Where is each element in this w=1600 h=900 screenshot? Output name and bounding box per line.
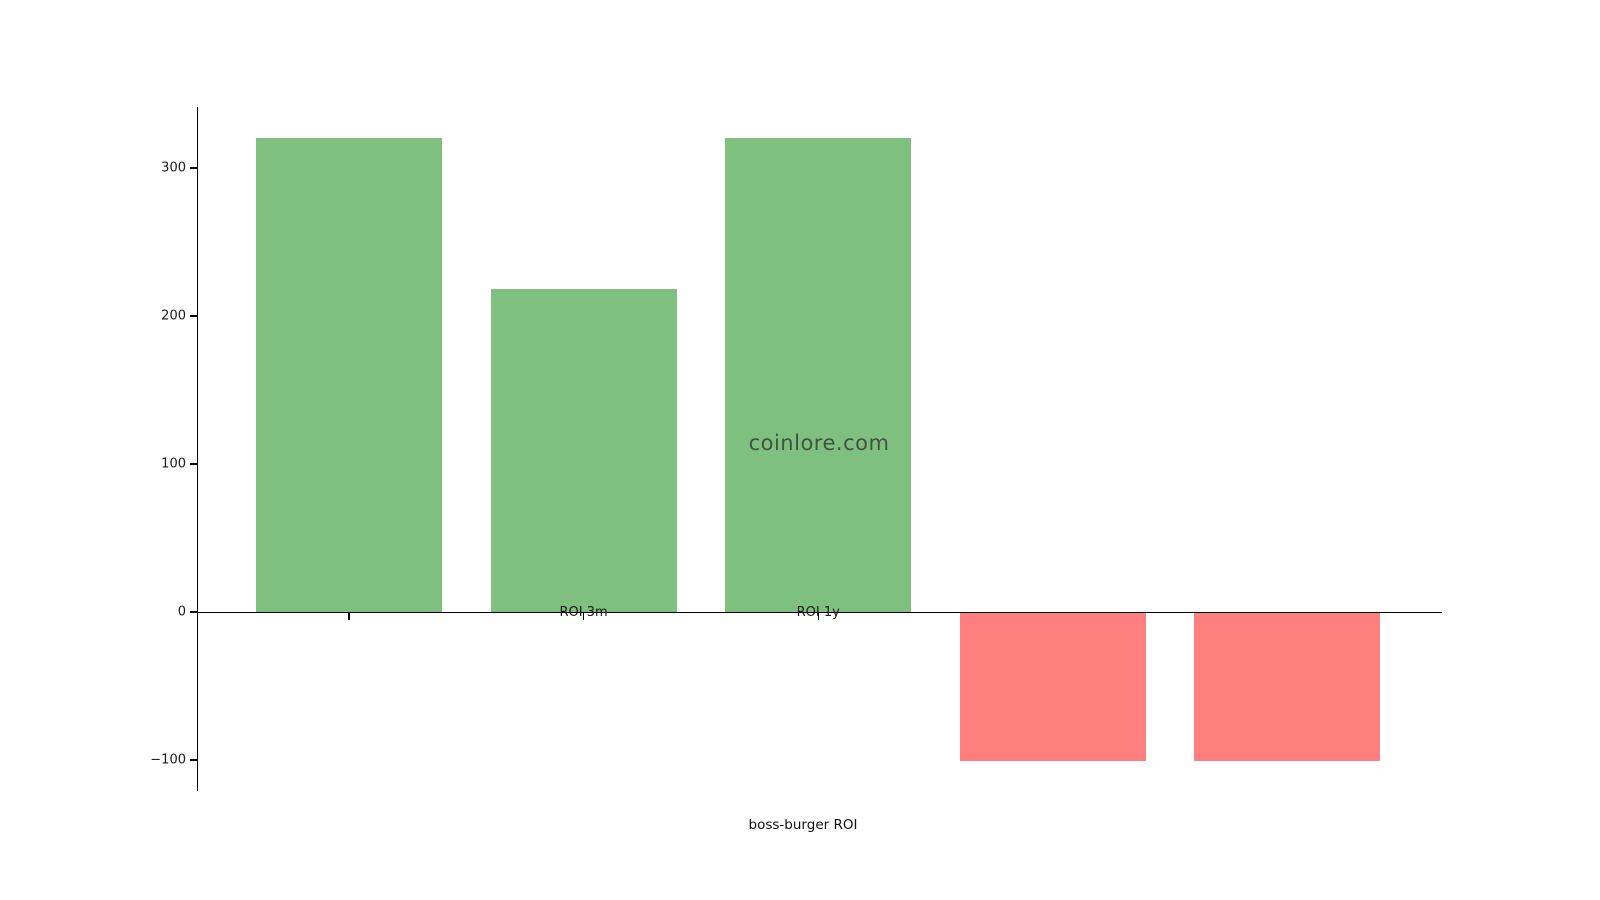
bar-series-4 [1194, 613, 1381, 761]
x-tick-mark [582, 613, 585, 620]
x-tick-label: ROI 3m [559, 605, 608, 620]
bar-ROI-3m [490, 289, 677, 612]
y-tick-mark [190, 315, 197, 317]
x-tick-label: ROI 1y [796, 605, 840, 620]
chart-title: boss-burger ROI [748, 817, 858, 833]
y-axis-spine [196, 107, 198, 791]
bar-series-3 [959, 613, 1146, 761]
y-tick-label: 100 [161, 456, 186, 472]
y-tick-label: 200 [161, 308, 186, 324]
x-axis-line [196, 611, 1442, 613]
y-tick-mark [190, 463, 197, 465]
y-tick-mark [190, 167, 197, 169]
y-tick-mark [190, 759, 197, 761]
watermark-text: coinlore.com [748, 431, 890, 455]
bar-series-0 [256, 138, 442, 612]
y-tick-label: 0 [177, 604, 186, 620]
x-tick-mark [817, 613, 819, 620]
x-tick-mark [348, 613, 350, 620]
y-tick-mark [190, 611, 197, 613]
y-tick-label: −100 [150, 752, 186, 768]
y-tick-label: 300 [161, 160, 186, 176]
bar-ROI-1y [725, 138, 912, 612]
